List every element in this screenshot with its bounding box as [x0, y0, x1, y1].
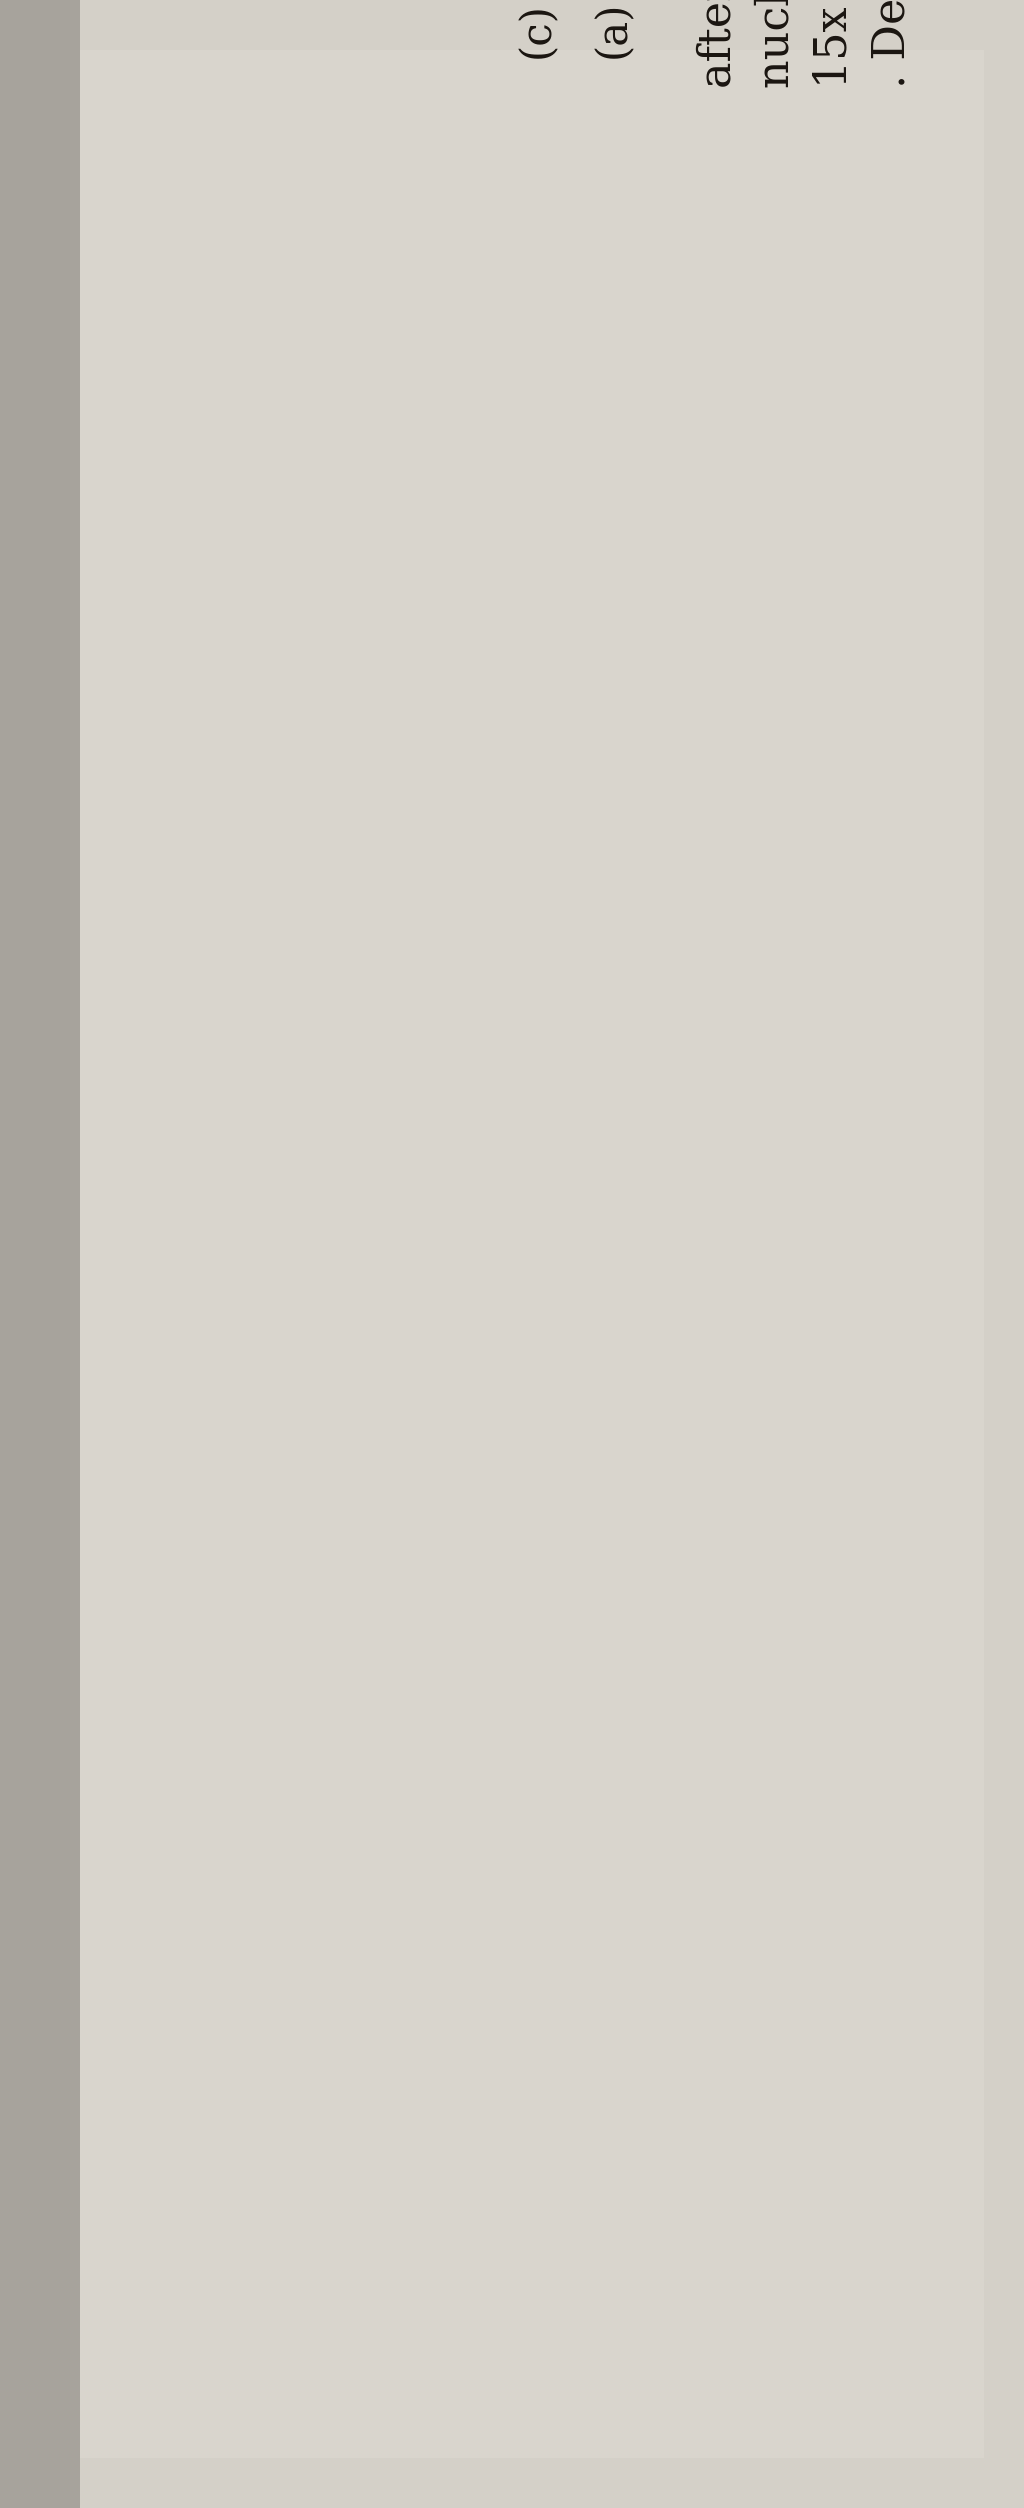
Text: 15x and 3x respectively. They have equal number of initial: 15x and 3x respectively. They have equal…: [812, 0, 856, 88]
Text: . Decay constants of two radioactive samples: . Decay constants of two radioactive sam…: [870, 0, 913, 88]
FancyBboxPatch shape: [80, 50, 984, 2458]
Text: (c): (c): [516, 3, 558, 58]
Text: nuclei. The ratio of the number of nuclei left in A and B: nuclei. The ratio of the number of nucle…: [754, 0, 797, 88]
Bar: [0, 0, 80, 2508]
Text: after a time: after a time: [696, 0, 739, 88]
Text: (a): (a): [592, 0, 634, 58]
